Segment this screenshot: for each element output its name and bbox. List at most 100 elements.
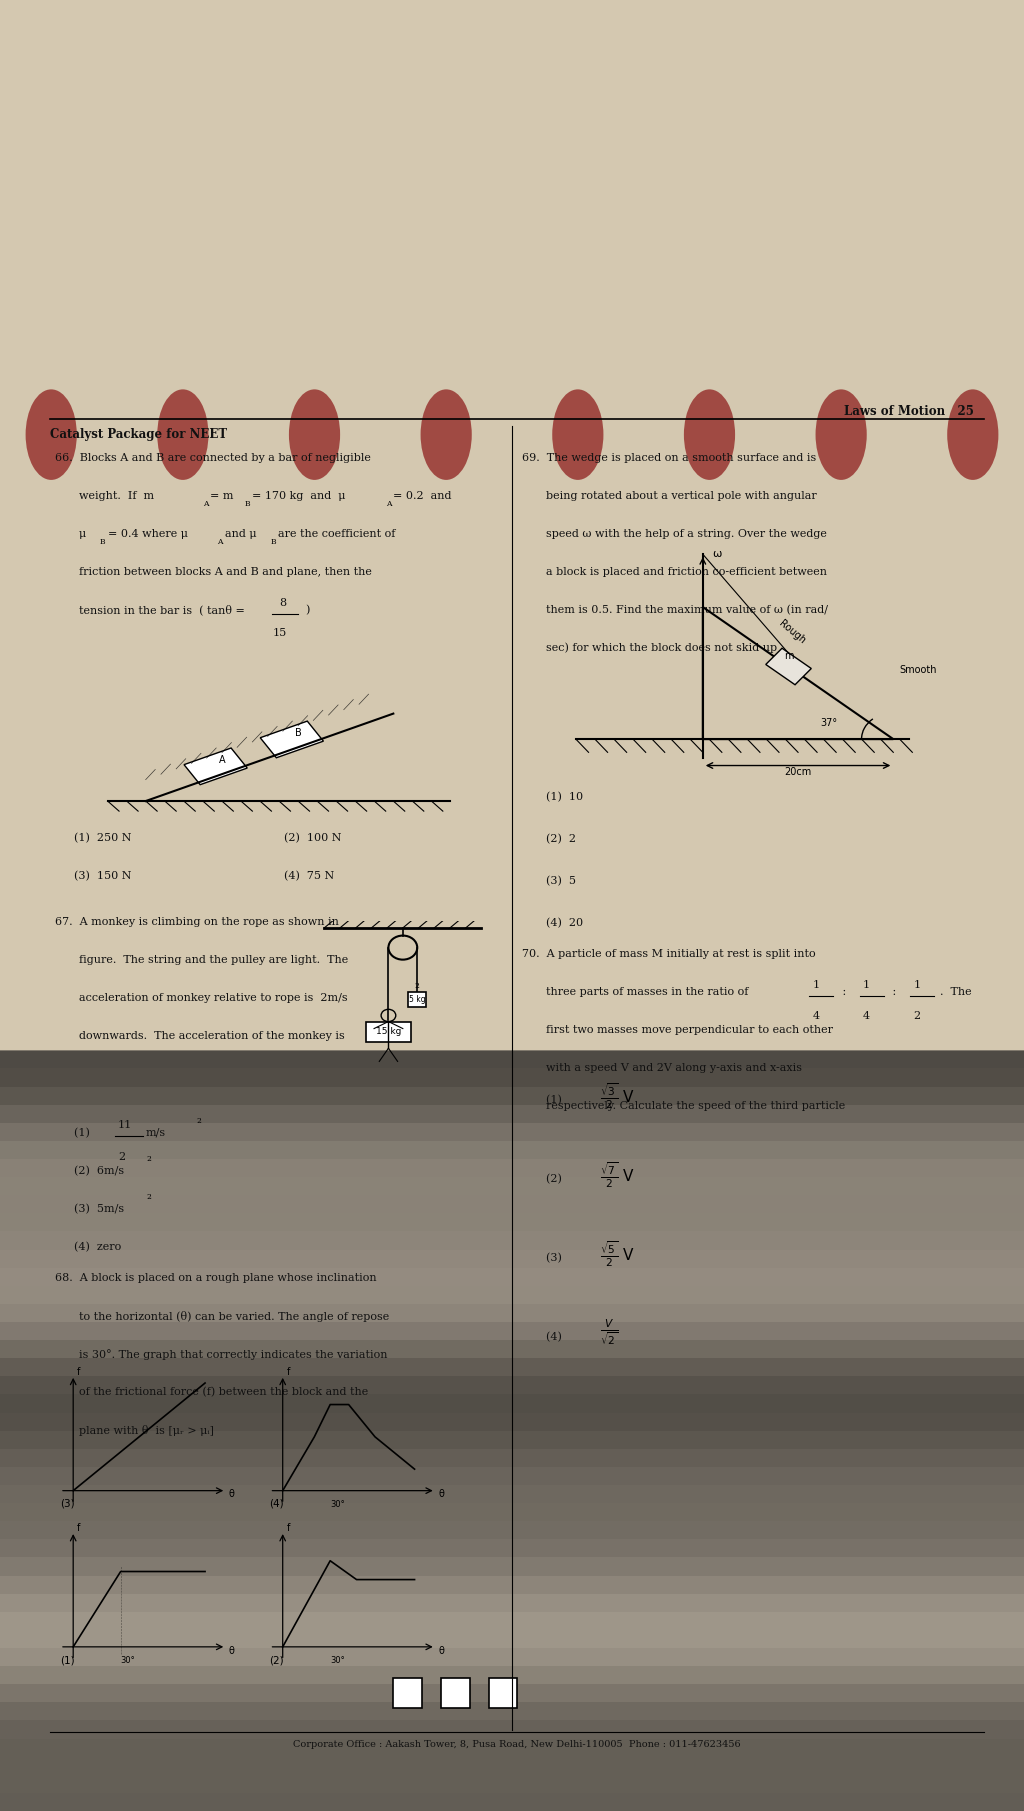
Text: first two masses move perpendicular to each other: first two masses move perpendicular to e… — [546, 1025, 833, 1034]
Text: 4: 4 — [863, 1011, 870, 1021]
Text: tension in the bar is  ( tanθ =: tension in the bar is ( tanθ = — [79, 605, 245, 616]
Text: is 30°. The graph that correctly indicates the variation: is 30°. The graph that correctly indicat… — [79, 1349, 387, 1360]
Bar — [0, 199, 1024, 217]
Bar — [0, 54, 1024, 72]
Bar — [0, 1195, 1024, 1213]
Circle shape — [947, 389, 998, 480]
Text: :: : — [890, 987, 900, 996]
Bar — [0, 1050, 1024, 1068]
Text: (3)  5: (3) 5 — [546, 877, 575, 886]
Text: 5 kg: 5 kg — [409, 996, 426, 1003]
Bar — [0, 869, 1024, 887]
Text: figure.  The string and the pulley are light.  The: figure. The string and the pulley are li… — [79, 956, 348, 965]
Text: acceleration of monkey relative to rope is  2m/s: acceleration of monkey relative to rope … — [79, 992, 348, 1003]
Text: (2)  100 N: (2) 100 N — [284, 833, 341, 844]
Bar — [0, 109, 1024, 127]
Bar — [0, 489, 1024, 507]
Text: a block is placed and friction co-efficient between: a block is placed and friction co-effici… — [546, 567, 826, 578]
Text: (1)  10: (1) 10 — [546, 793, 583, 802]
Bar — [0, 797, 1024, 815]
Text: .  The: . The — [940, 987, 972, 996]
Bar — [0, 127, 1024, 145]
Bar — [0, 145, 1024, 163]
Bar — [0, 1068, 1024, 1087]
Bar — [0, 960, 1024, 978]
Circle shape — [815, 389, 866, 480]
Bar — [0, 1087, 1024, 1105]
Text: (1): (1) — [60, 1655, 75, 1664]
Text: 68.  A block is placed on a rough plane whose inclination: 68. A block is placed on a rough plane w… — [55, 1273, 377, 1284]
Text: sec) for which the block does not skid up: sec) for which the block does not skid u… — [546, 643, 777, 654]
Bar — [0, 580, 1024, 598]
Text: 4: 4 — [812, 1011, 819, 1021]
Bar — [0, 290, 1024, 308]
Bar — [0, 453, 1024, 471]
Text: three parts of masses in the ratio of: three parts of masses in the ratio of — [546, 987, 755, 996]
Text: them is 0.5. Find the maximum value of ω (in rad/: them is 0.5. Find the maximum value of ω… — [546, 605, 827, 616]
Text: plane with θ  is [μᵣ > μᵢ]: plane with θ is [μᵣ > μᵢ] — [79, 1425, 214, 1436]
Text: = m: = m — [211, 491, 233, 502]
Text: f: f — [287, 1367, 290, 1376]
Bar — [0, 1358, 1024, 1376]
Text: Rough: Rough — [776, 619, 807, 647]
Bar — [0, 525, 1024, 543]
Bar — [0, 1014, 1024, 1032]
Text: being rotated about a vertical pole with angular: being rotated about a vertical pole with… — [546, 491, 816, 502]
Text: f: f — [77, 1367, 81, 1376]
Bar — [0, 72, 1024, 91]
Bar — [0, 398, 1024, 417]
Bar — [0, 1702, 1024, 1720]
Bar — [0, 254, 1024, 272]
Bar — [0, 688, 1024, 706]
Text: and μ: and μ — [224, 529, 256, 540]
Text: 2: 2 — [197, 1117, 201, 1125]
Text: ): ) — [305, 605, 309, 616]
Bar — [0, 1250, 1024, 1268]
FancyBboxPatch shape — [0, 0, 1024, 1050]
Text: 70.  A particle of mass M initially at rest is split into: 70. A particle of mass M initially at re… — [522, 949, 815, 958]
Bar — [0, 1630, 1024, 1648]
Bar — [0, 1739, 1024, 1757]
Bar — [393, 1677, 422, 1708]
Text: θ: θ — [228, 1646, 234, 1655]
Text: B: B — [245, 500, 251, 509]
Text: (1): (1) — [546, 1096, 572, 1105]
Text: A: A — [386, 500, 391, 509]
Text: :: : — [839, 987, 850, 996]
Text: $\frac{V}{\sqrt{2}}$: $\frac{V}{\sqrt{2}}$ — [600, 1318, 620, 1347]
Text: (4)  zero: (4) zero — [75, 1242, 122, 1251]
Text: to the horizontal (θ) can be varied. The angle of repose: to the horizontal (θ) can be varied. The… — [79, 1311, 389, 1322]
Text: A: A — [203, 500, 208, 509]
Bar — [0, 272, 1024, 290]
Bar — [0, 906, 1024, 924]
Bar — [0, 1449, 1024, 1467]
Text: 15 kg: 15 kg — [376, 1027, 401, 1036]
Text: 67.  A monkey is climbing on the rope as shown in: 67. A monkey is climbing on the rope as … — [55, 916, 339, 927]
Bar — [0, 1213, 1024, 1231]
Bar — [0, 181, 1024, 199]
Bar — [0, 561, 1024, 580]
Bar — [0, 1503, 1024, 1521]
Text: B: B — [295, 728, 301, 739]
Text: (3)  5m/s: (3) 5m/s — [75, 1204, 125, 1213]
Bar — [0, 1394, 1024, 1413]
Bar — [0, 18, 1024, 36]
Bar — [0, 1576, 1024, 1594]
Bar — [0, 543, 1024, 561]
Text: = 0.4 where μ: = 0.4 where μ — [108, 529, 187, 540]
Bar — [0, 1539, 1024, 1557]
Text: 1: 1 — [812, 980, 819, 991]
Circle shape — [552, 389, 603, 480]
Text: 20cm: 20cm — [784, 766, 812, 777]
Bar — [0, 652, 1024, 670]
Bar — [0, 471, 1024, 489]
Bar — [0, 1286, 1024, 1304]
Text: (4): (4) — [546, 1331, 572, 1342]
Bar — [0, 1775, 1024, 1793]
Bar — [0, 362, 1024, 380]
Text: Laws of Motion   25: Laws of Motion 25 — [845, 406, 974, 418]
Text: (2): (2) — [546, 1174, 572, 1184]
Text: 2: 2 — [146, 1193, 152, 1201]
Bar — [0, 235, 1024, 254]
Bar — [0, 1431, 1024, 1449]
